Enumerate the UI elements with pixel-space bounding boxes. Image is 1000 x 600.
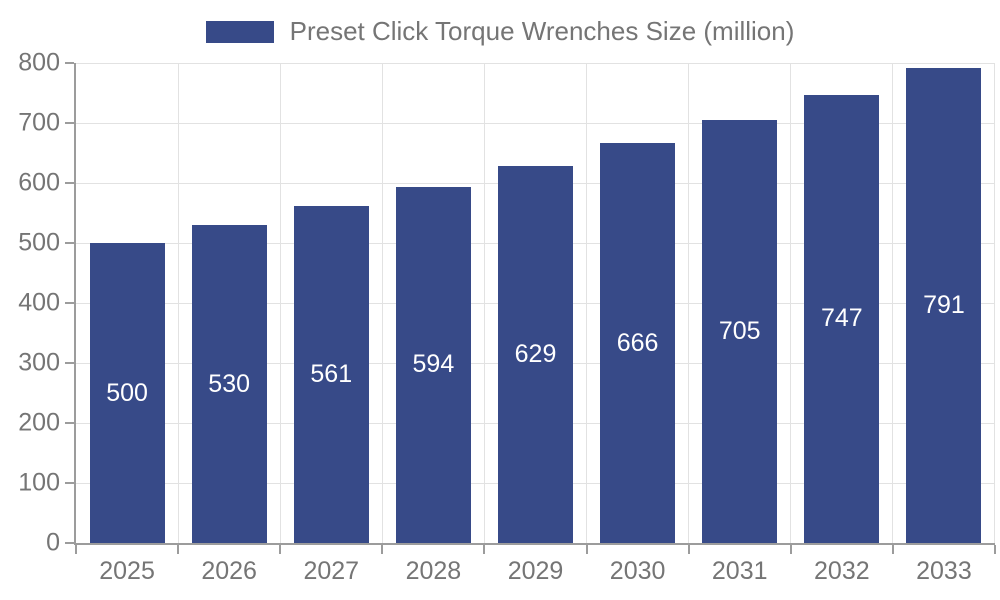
y-axis-tick bbox=[65, 482, 74, 484]
y-axis-tick-label: 400 bbox=[18, 288, 60, 317]
y-axis-tick-label: 0 bbox=[46, 528, 60, 557]
y-axis-tick-label: 300 bbox=[18, 348, 60, 377]
bar-2033: 791 bbox=[906, 68, 982, 543]
y-axis-tick-label: 200 bbox=[18, 408, 60, 437]
y-axis-tick-label: 700 bbox=[18, 108, 60, 137]
legend-swatch-icon bbox=[205, 20, 274, 43]
x-axis-category-label: 2029 bbox=[507, 557, 564, 585]
x-axis-category-label: 2032 bbox=[814, 557, 870, 585]
bar-value-label: 561 bbox=[310, 360, 353, 389]
x-axis-category-label: 2033 bbox=[916, 557, 972, 585]
y-axis-tick-label: 100 bbox=[18, 468, 60, 497]
x-axis-tick bbox=[891, 545, 894, 554]
x-gridline bbox=[279, 63, 281, 543]
x-axis-tick bbox=[585, 545, 588, 554]
y-axis-tick bbox=[65, 182, 74, 184]
bar-2025: 500 bbox=[89, 243, 165, 543]
bar-value-label: 530 bbox=[208, 369, 251, 398]
x-axis-category-label: 2030 bbox=[609, 557, 666, 585]
x-axis-tick bbox=[994, 545, 996, 554]
x-axis-tick bbox=[75, 545, 77, 554]
x-axis-category-label: 2027 bbox=[303, 557, 360, 585]
x-axis-category-label: 2028 bbox=[405, 557, 462, 585]
bar-value-label: 666 bbox=[616, 328, 659, 357]
plot-area: 0 100 200 300 400 500 600 700 800 500 2025 530 2026 5… bbox=[18, 49, 996, 585]
x-axis-tick bbox=[177, 545, 180, 554]
y-axis-tick bbox=[65, 62, 74, 64]
x-gridline bbox=[790, 63, 792, 543]
bar-2030: 666 bbox=[600, 143, 676, 543]
y-gridline bbox=[76, 122, 995, 124]
bar-2032: 747 bbox=[804, 94, 880, 543]
y-axis-tick-label: 600 bbox=[18, 168, 60, 197]
bar-value-label: 594 bbox=[412, 350, 455, 379]
bar-value-label: 629 bbox=[514, 339, 557, 368]
x-gridline bbox=[688, 63, 690, 543]
x-axis-tick bbox=[381, 545, 384, 554]
y-gridline bbox=[76, 62, 995, 64]
bar-value-label: 791 bbox=[923, 291, 965, 320]
x-gridline bbox=[586, 63, 588, 543]
y-axis-tick bbox=[65, 302, 74, 304]
x-axis-tick bbox=[789, 545, 792, 554]
y-axis-tick bbox=[65, 542, 74, 544]
x-gridline bbox=[381, 63, 383, 543]
bar-value-label: 705 bbox=[718, 317, 761, 345]
y-axis-tick-label: 800 bbox=[18, 48, 60, 77]
bar-2026: 530 bbox=[191, 225, 267, 543]
x-axis-tick bbox=[687, 545, 690, 554]
bar-2029: 629 bbox=[498, 165, 573, 543]
y-axis-tick bbox=[65, 122, 74, 124]
bar-value-label: 500 bbox=[106, 378, 148, 407]
y-axis-tick-label: 500 bbox=[18, 228, 60, 257]
bar-2031: 705 bbox=[702, 120, 778, 543]
legend-label: Preset Click Torque Wrenches Size (milli… bbox=[289, 16, 795, 46]
y-axis-tick bbox=[65, 242, 74, 244]
x-gridline bbox=[993, 63, 995, 543]
bar-2028: 594 bbox=[395, 186, 471, 543]
y-axis-tick bbox=[65, 422, 74, 424]
x-axis-category-label: 2031 bbox=[711, 557, 768, 585]
x-gridline bbox=[892, 63, 894, 543]
y-axis-tick bbox=[65, 362, 74, 364]
bar-2027: 561 bbox=[293, 206, 369, 543]
x-axis-tick bbox=[483, 545, 486, 554]
x-axis-tick bbox=[279, 545, 282, 554]
bar-value-label: 747 bbox=[820, 304, 863, 333]
x-axis-category-label: 2025 bbox=[99, 557, 155, 585]
x-axis-category-label: 2026 bbox=[201, 557, 257, 585]
chart-legend[interactable]: Preset Click Torque Wrenches Size (milli… bbox=[0, 16, 1000, 47]
x-gridline bbox=[177, 63, 179, 543]
x-gridline bbox=[483, 63, 485, 543]
